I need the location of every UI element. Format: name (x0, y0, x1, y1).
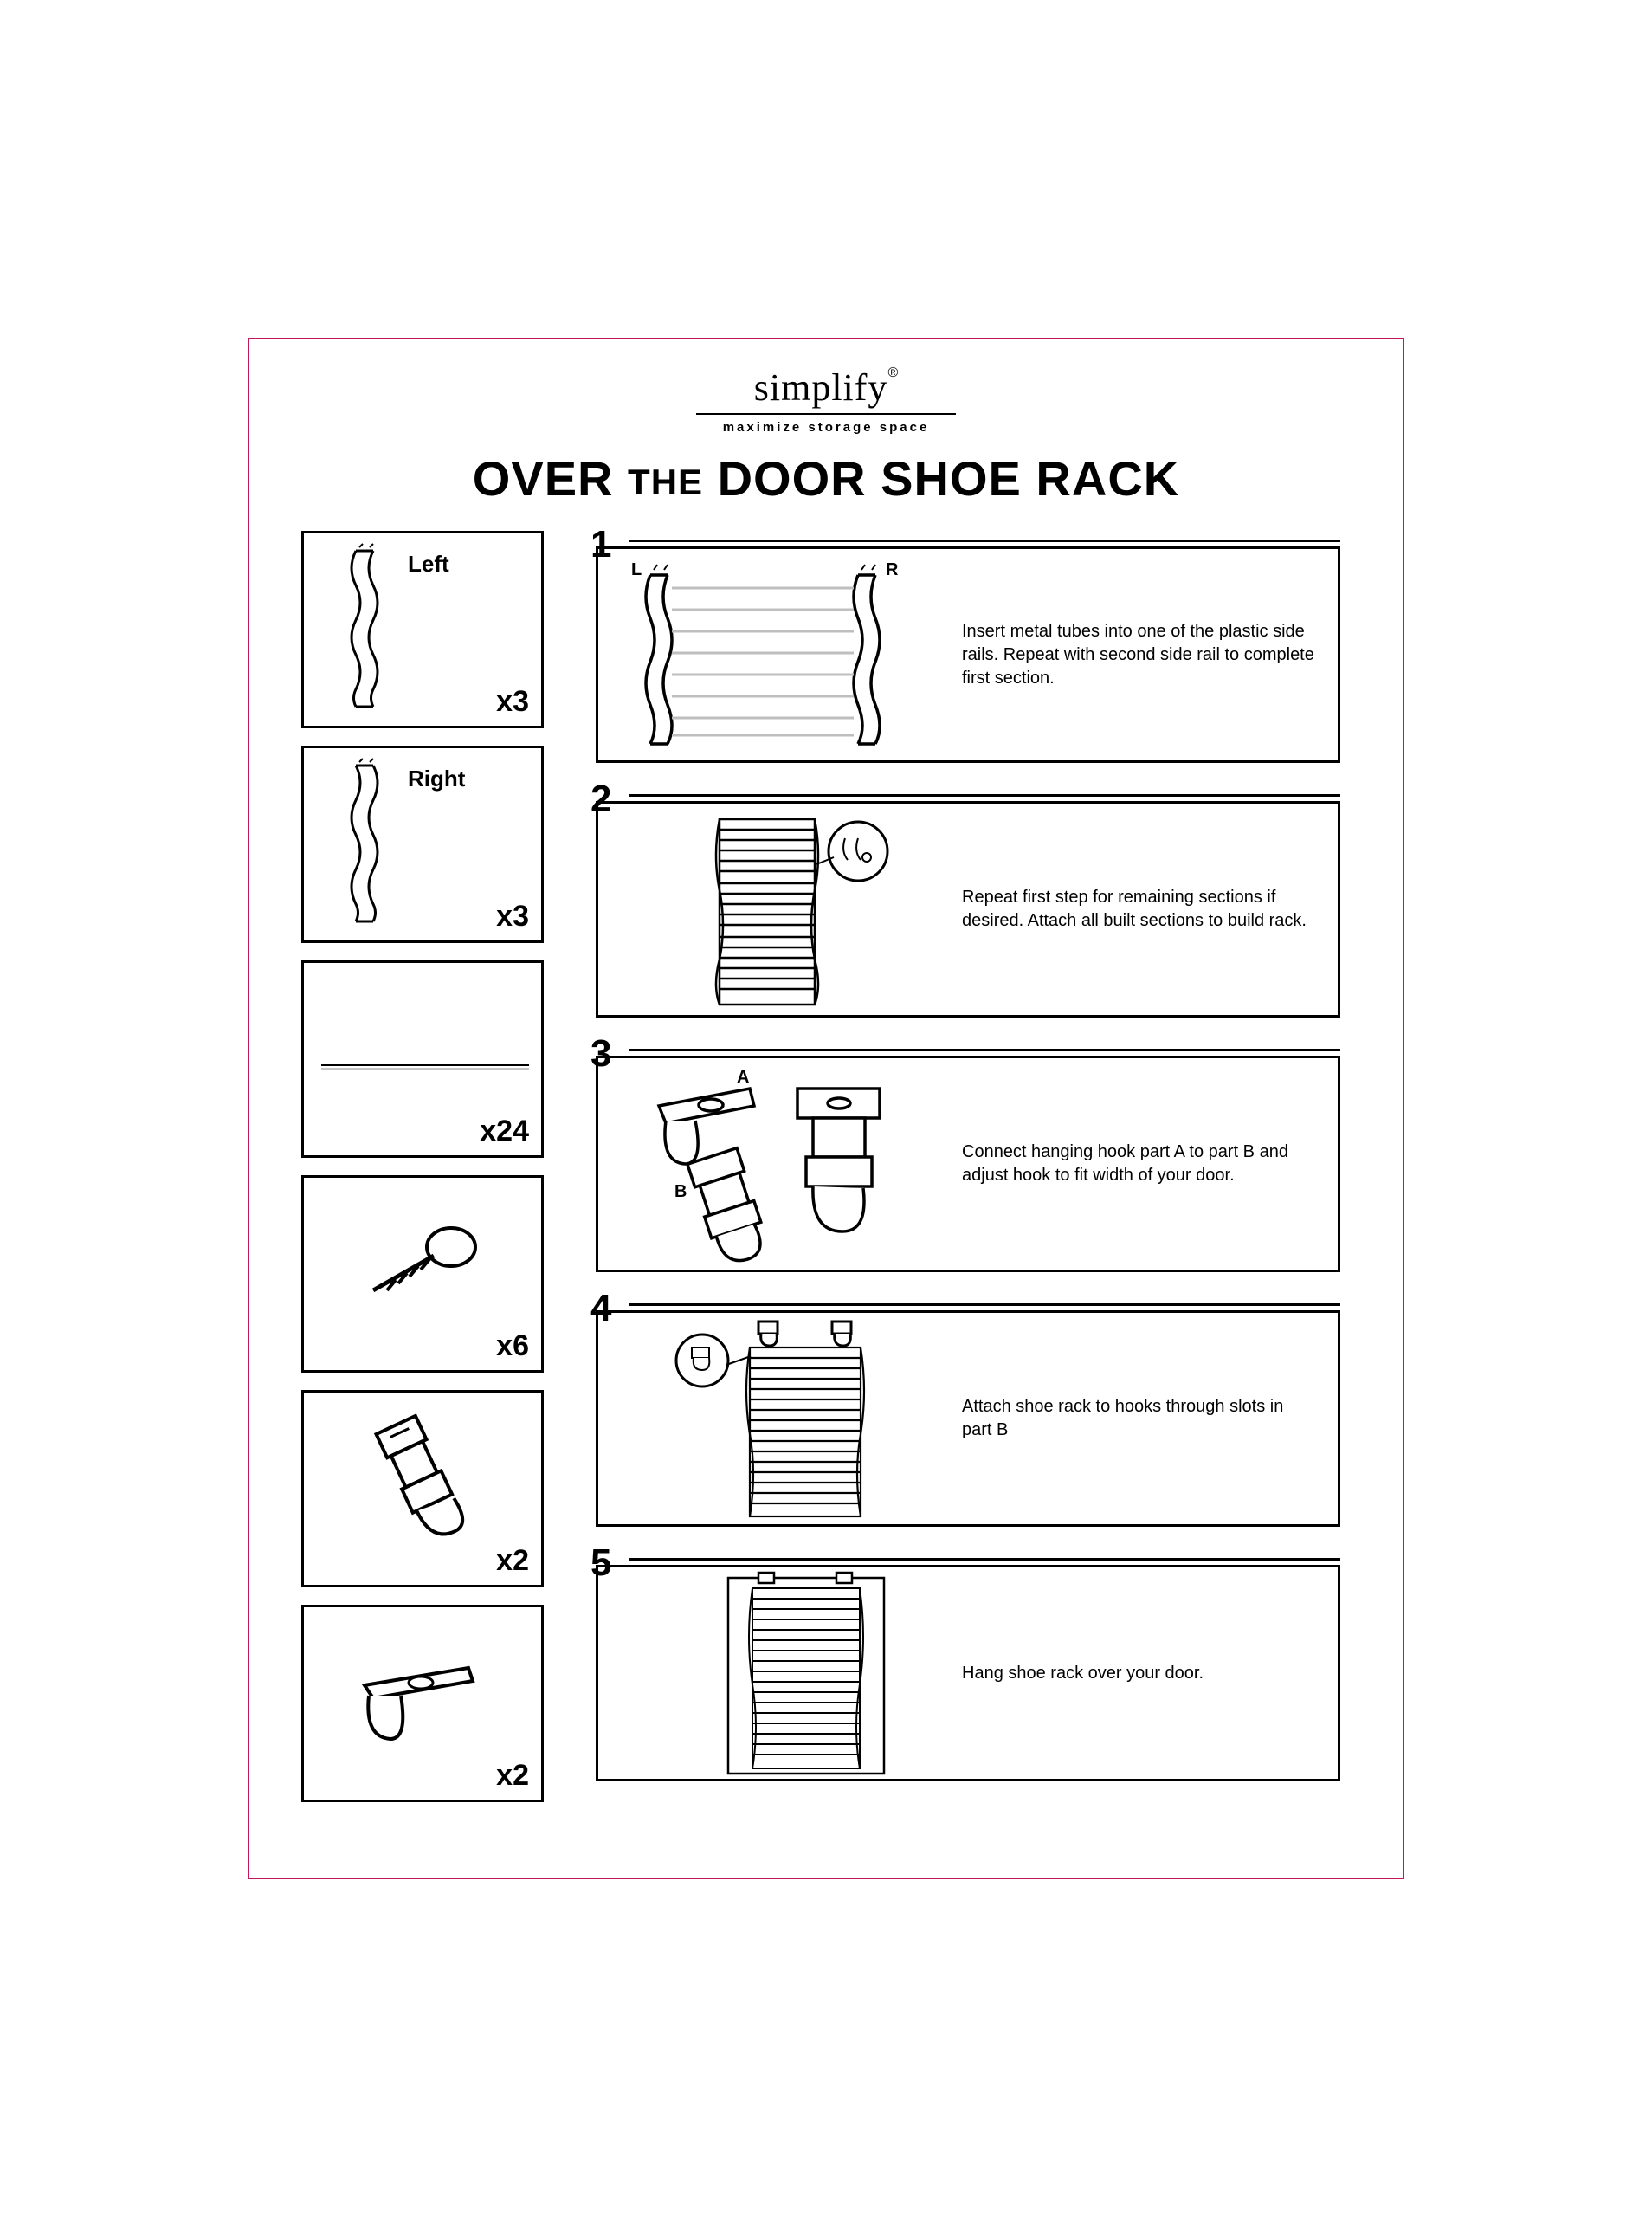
label-A: A (737, 1068, 749, 1087)
part-right-rail: Right x3 (301, 746, 544, 943)
step-box: A (596, 1056, 1340, 1272)
tube-icon (321, 1058, 529, 1076)
title-post: DOOR SHOE RACK (718, 451, 1180, 506)
instruction-sheet: simplify® maximize storage space OVER TH… (248, 338, 1404, 1879)
step-box: Attach shoe rack to hooks through slots … (596, 1310, 1340, 1527)
step-2-illustration (598, 804, 962, 1015)
step-5-illustration (598, 1567, 962, 1779)
step-4-illustration (598, 1313, 962, 1524)
screw-icon (347, 1212, 486, 1316)
step-4-icon (598, 1313, 962, 1529)
label-R: R (886, 560, 899, 579)
step-5-icon (598, 1567, 962, 1784)
step-rule (629, 794, 1340, 797)
hook-a-icon (339, 1642, 512, 1763)
part-screw: x6 (301, 1175, 544, 1373)
step-rule (629, 1303, 1340, 1306)
part-hook-a: x2 (301, 1605, 544, 1802)
part-hook-b: x2 (301, 1390, 544, 1587)
part-qty: x2 (496, 1759, 529, 1793)
part-qty: x3 (496, 900, 529, 934)
step-box: Hang shoe rack over your door. (596, 1565, 1340, 1781)
step-5: 5 (596, 1549, 1340, 1781)
title-pre: OVER (473, 451, 614, 506)
part-qty: x3 (496, 685, 529, 719)
step-1: 1 (596, 531, 1340, 763)
step-1-illustration: L R (598, 549, 962, 760)
content: Left x3 Right x3 x24 (301, 531, 1351, 1802)
step-1-icon: L R (598, 549, 962, 766)
steps-column: 1 (596, 531, 1340, 1802)
step-text: Connect hanging hook part A to part B an… (962, 1141, 1338, 1187)
part-left-rail: Left x3 (301, 531, 544, 728)
step-text: Attach shoe rack to hooks through slots … (962, 1395, 1338, 1442)
title-mid: THE (628, 462, 703, 502)
step-3-illustration: A (598, 1058, 962, 1270)
step-rule (629, 1558, 1340, 1561)
page-title: OVER THE DOOR SHOE RACK (301, 450, 1351, 507)
step-text: Repeat first step for remaining sections… (962, 886, 1338, 933)
part-label: Left (408, 551, 449, 578)
parts-column: Left x3 Right x3 x24 (301, 531, 544, 1802)
step-box: Repeat first step for remaining sections… (596, 801, 1340, 1018)
step-3-icon: A (598, 1058, 962, 1275)
part-tube: x24 (301, 960, 544, 1158)
brand-row: simplify® (301, 365, 1351, 410)
step-2-icon (598, 804, 962, 1020)
step-2: 2 (596, 785, 1340, 1018)
part-qty: x6 (496, 1329, 529, 1363)
step-text: Insert metal tubes into one of the plast… (962, 620, 1338, 690)
header: simplify® maximize storage space OVER TH… (301, 365, 1351, 507)
hook-b-icon (356, 1410, 494, 1566)
part-qty: x24 (480, 1115, 529, 1148)
step-3: 3 A (596, 1040, 1340, 1272)
step-box: L R Insert metal tubes into one of the p… (596, 546, 1340, 763)
brand-name: simplify (754, 366, 888, 409)
step-rule (629, 540, 1340, 542)
registered-mark: ® (887, 365, 898, 380)
step-text: Hang shoe rack over your door. (962, 1662, 1338, 1685)
part-label: Right (408, 766, 465, 792)
step-rule (629, 1049, 1340, 1051)
part-qty: x2 (496, 1544, 529, 1578)
label-B: B (674, 1182, 687, 1201)
brand-underline (696, 413, 956, 415)
step-4: 4 (596, 1295, 1340, 1527)
label-L: L (631, 560, 642, 579)
brand-tagline: maximize storage space (301, 420, 1351, 435)
